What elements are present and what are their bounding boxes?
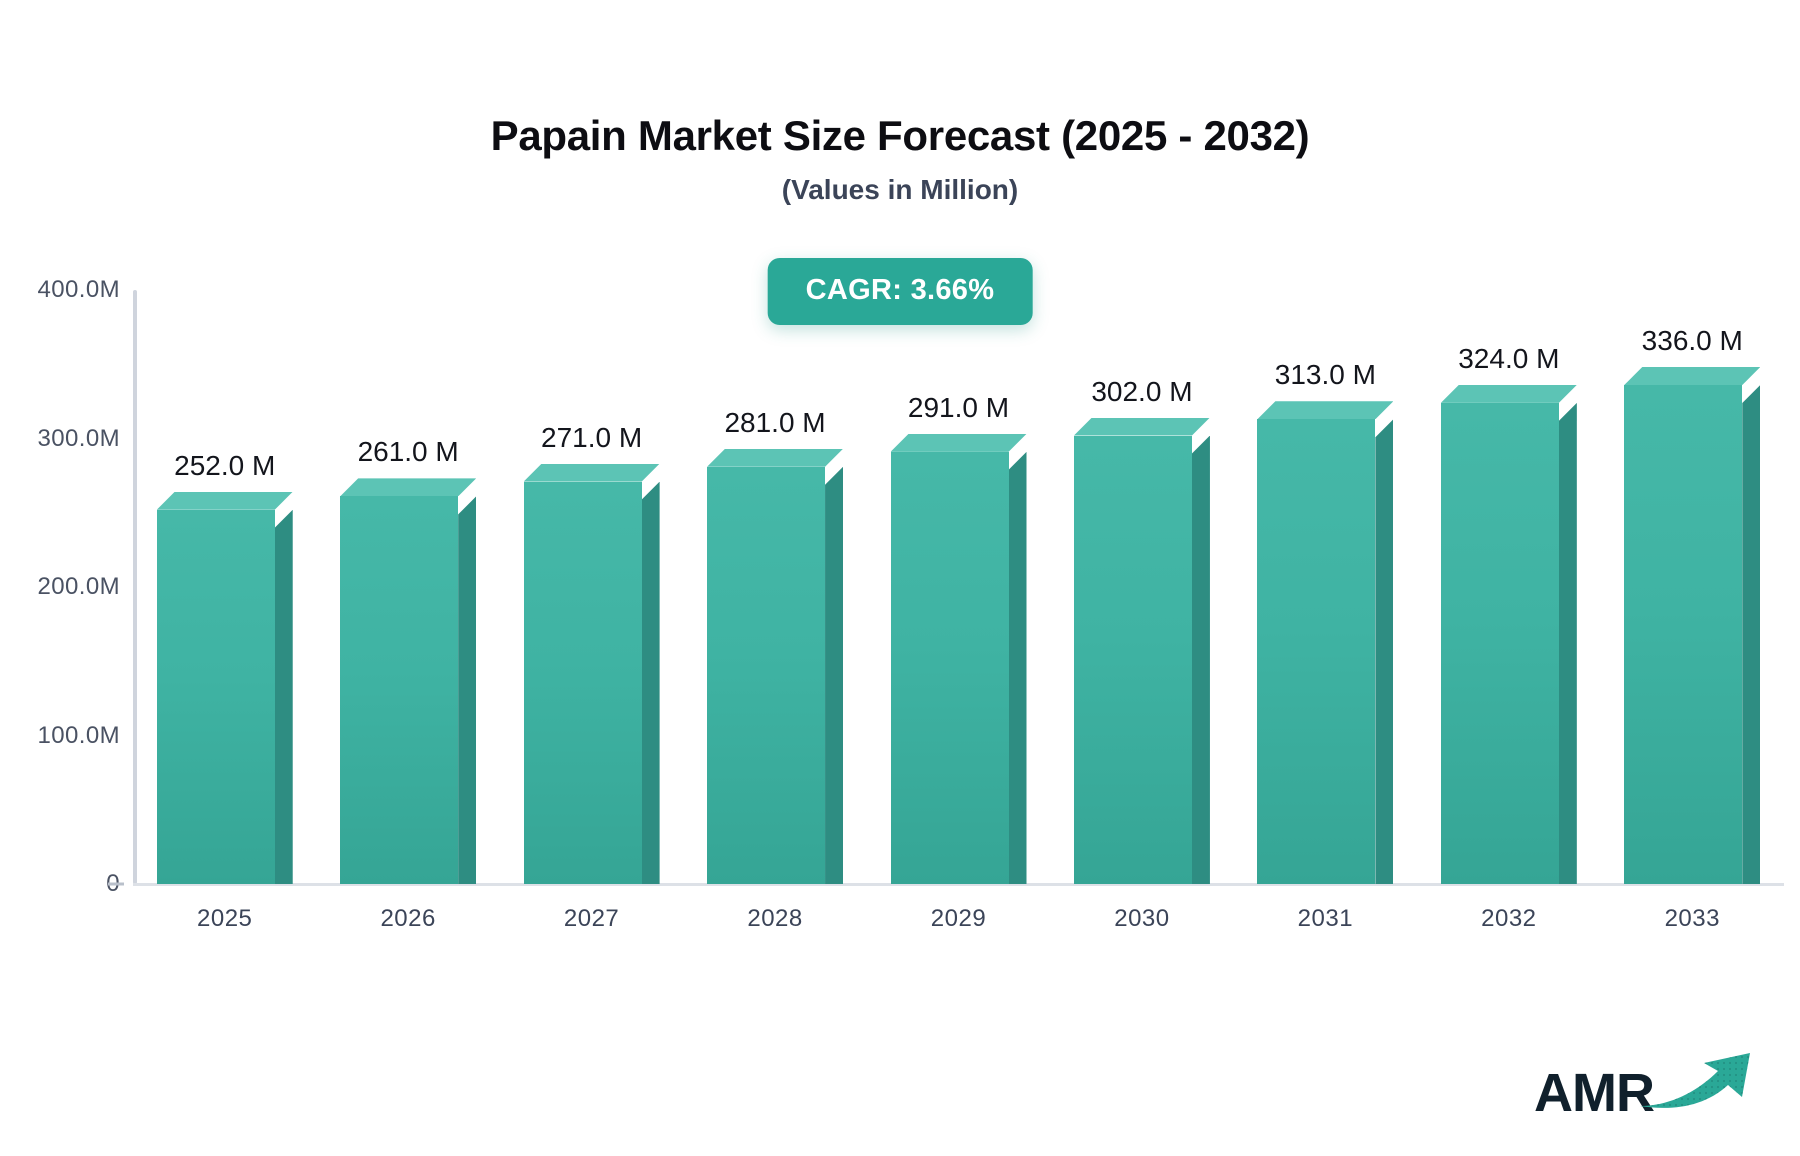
page-title: Papain Market Size Forecast (2025 - 2032…	[490, 112, 1310, 159]
bar-top-face	[340, 478, 477, 497]
x-axis-tick-label: 2032	[1481, 905, 1537, 932]
bar	[707, 448, 844, 884]
bar-side-face	[1191, 435, 1210, 884]
bar-value-label: 302.0 M	[1091, 375, 1193, 407]
bar-top-face	[156, 491, 293, 510]
bar-value-label: 261.0 M	[357, 436, 459, 468]
bar-side-face	[825, 466, 844, 884]
bar-value-label: 313.0 M	[1274, 359, 1376, 391]
bar	[1073, 417, 1210, 884]
y-axis-tick-label: 0	[0, 870, 120, 898]
bar-top-face	[523, 463, 660, 482]
bar	[890, 433, 1027, 884]
bar-side-face	[1375, 419, 1394, 884]
bar-side-face	[458, 496, 477, 884]
x-axis-tick-label: 2026	[380, 905, 436, 932]
bar-front-face	[156, 509, 275, 884]
bar-side-face	[1558, 402, 1577, 884]
x-axis-tick-label: 2028	[747, 905, 803, 932]
x-axis-tick-label: 2030	[1114, 905, 1170, 932]
bar-side-face	[641, 481, 660, 884]
bar-front-face	[523, 481, 642, 884]
bar-front-face	[890, 451, 1009, 884]
bar-top-face	[1073, 417, 1210, 436]
bar	[1624, 367, 1761, 884]
bar-front-face	[340, 496, 459, 884]
bar-value-label: 271.0 M	[541, 421, 643, 453]
bar-group: 252.0 M 261.0 M 271.0 M 281.0 M 291.0 M 302.0…	[133, 290, 1784, 884]
y-axis-tick-mark	[108, 882, 124, 886]
bar-value-label: 291.0 M	[907, 391, 1010, 423]
bar-front-face	[707, 466, 826, 884]
bar-front-face	[1073, 435, 1192, 884]
x-axis-line	[133, 883, 1784, 886]
bar-value-label: 324.0 M	[1458, 342, 1560, 374]
y-axis-tick-label: 300.0M	[37, 424, 120, 452]
y-axis-tick-label: 100.0M	[37, 721, 120, 749]
logo-wordmark: AMR	[1534, 1063, 1655, 1123]
cagr-badge: CAGR: 3.66%	[767, 258, 1033, 325]
bar-side-face	[1008, 451, 1027, 884]
bar-value-label: 252.0 M	[174, 449, 276, 481]
x-axis-tick-label: 2029	[930, 905, 987, 932]
x-axis-tick-label: 2027	[563, 905, 620, 932]
x-axis-tick-label: 2025	[197, 905, 253, 932]
growth-arrow-icon	[1638, 1049, 1758, 1116]
x-axis-tick-label: 2033	[1664, 905, 1720, 932]
bar-front-face	[1257, 419, 1376, 884]
bar-top-face	[1624, 367, 1761, 386]
bar-value-label: 281.0 M	[724, 406, 826, 438]
bar-value-label: 336.0 M	[1641, 325, 1743, 357]
bar-side-face	[274, 509, 293, 884]
bar-front-face	[1440, 402, 1559, 884]
bar-top-face	[1440, 384, 1577, 403]
bar	[1440, 384, 1577, 884]
bar-side-face	[1742, 385, 1761, 884]
bar	[523, 463, 660, 884]
bar-top-face	[1257, 401, 1394, 420]
chart-subtitle: (Values in Million)	[781, 174, 1019, 205]
y-axis-line	[133, 290, 137, 884]
x-axis-tick-label: 2031	[1297, 905, 1354, 932]
bar	[156, 491, 293, 884]
bar	[340, 478, 477, 884]
y-axis-tick-label: 200.0M	[37, 573, 120, 600]
y-axis-tick-label: 400.0M	[37, 276, 120, 303]
bar-top-face	[890, 433, 1027, 452]
amr-logo: AMR	[1534, 1049, 1758, 1120]
bar-top-face	[707, 448, 844, 467]
bar	[1257, 401, 1394, 884]
bar-front-face	[1624, 385, 1743, 884]
